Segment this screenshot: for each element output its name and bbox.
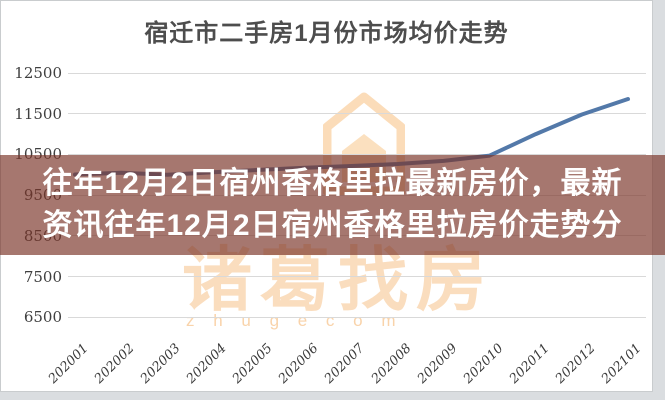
y-axis-tick-label: 7500 bbox=[23, 267, 62, 286]
gridline bbox=[68, 72, 646, 74]
gridline bbox=[68, 316, 646, 318]
headline-line1: 往年12月2日宿州香格里拉最新房价，最新 bbox=[42, 167, 623, 200]
watermark-brand-text: 诸葛找房 bbox=[182, 241, 494, 319]
y-axis-tick-label: 11500 bbox=[14, 104, 62, 123]
gridline bbox=[68, 113, 646, 115]
headline-overlay: 往年12月2日宿州香格里拉最新房价，最新 资讯往年12月2日宿州香格里拉房价走势… bbox=[0, 155, 665, 255]
headline-line2: 资讯往年12月2日宿州香格里拉房价走势分 bbox=[42, 209, 623, 242]
watermark-url-text: z h u g e c o m bbox=[186, 311, 403, 330]
y-axis-tick-label: 12500 bbox=[14, 64, 62, 82]
gridline bbox=[68, 276, 646, 277]
chart-title: 宿迁市二手房1月份市场均价走势 bbox=[144, 20, 509, 47]
y-axis-tick-label: 6500 bbox=[23, 308, 62, 327]
